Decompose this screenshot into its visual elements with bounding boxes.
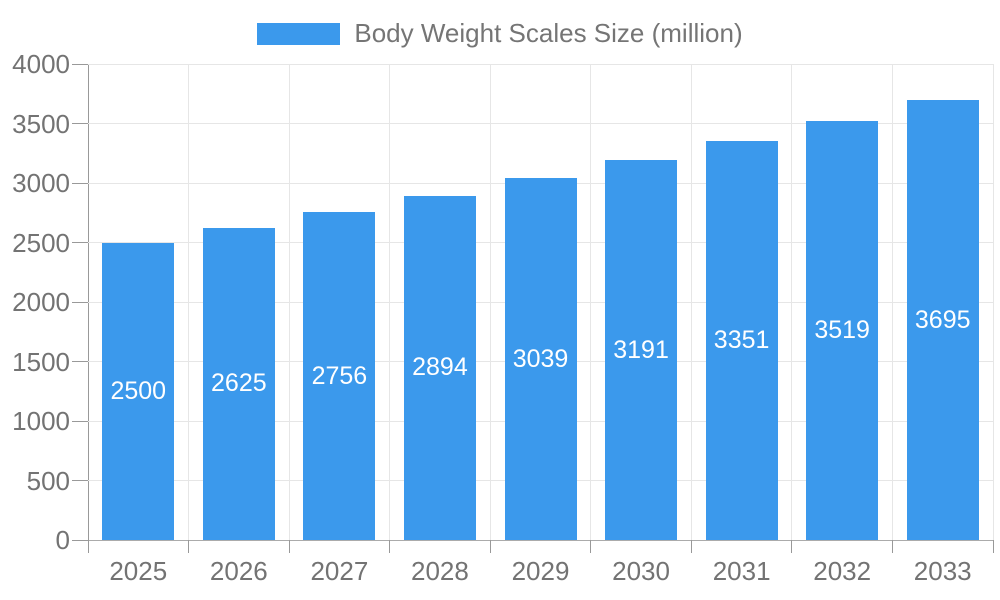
bar: 2625 xyxy=(202,227,275,540)
x-axis-tick xyxy=(288,540,290,553)
x-tick-label: 2033 xyxy=(913,556,972,586)
x-axis-tick xyxy=(891,540,893,553)
legend: Body Weight Scales Size (million) xyxy=(0,18,1000,49)
x-tick-label: 2031 xyxy=(712,556,771,586)
gridline-vertical xyxy=(992,64,994,540)
gridline-vertical xyxy=(288,64,290,540)
y-axis-tick xyxy=(72,480,88,481)
y-axis-tick xyxy=(72,539,88,541)
y-axis-tick xyxy=(72,301,88,303)
bar: 3519 xyxy=(806,121,879,540)
x-axis-tick xyxy=(992,540,994,553)
y-tick-label: 1000 xyxy=(12,406,70,436)
x-tick-label: 2029 xyxy=(511,556,570,586)
bar-value-label: 2756 xyxy=(311,361,368,390)
gridline-vertical xyxy=(389,64,391,540)
x-axis-tick xyxy=(590,540,592,553)
bar-value-label: 3191 xyxy=(613,335,669,364)
y-axis-tick xyxy=(72,361,88,362)
legend-label: Body Weight Scales Size (million) xyxy=(354,18,743,48)
bar: 3351 xyxy=(705,141,778,540)
x-tick-label: 2026 xyxy=(209,556,268,586)
bar: 2756 xyxy=(303,212,376,540)
bar: 3695 xyxy=(906,100,979,540)
bar-value-label: 2894 xyxy=(412,353,468,382)
x-tick-label: 2025 xyxy=(109,556,168,586)
bar-value-label: 3351 xyxy=(713,326,770,355)
gridline-vertical xyxy=(791,64,793,540)
gridline-vertical xyxy=(489,64,491,540)
bar-value-label: 3039 xyxy=(512,344,569,373)
x-axis-tick xyxy=(690,540,692,553)
x-axis-tick xyxy=(489,540,491,553)
legend-swatch xyxy=(257,22,341,45)
bar: 2894 xyxy=(403,195,476,540)
plot-area: 2500 2625 2756 2894 3039 3191 3351 3519 3695 xyxy=(88,63,994,540)
x-axis-tick xyxy=(791,540,793,553)
bar: 3191 xyxy=(605,160,678,540)
x-axis-line xyxy=(72,540,993,541)
y-tick-label: 3500 xyxy=(12,108,70,139)
gridline-horizontal xyxy=(88,123,993,124)
bar-value-label: 3519 xyxy=(814,316,870,345)
y-tick-label: 2500 xyxy=(12,227,70,258)
y-axis-tick xyxy=(72,242,88,243)
x-tick-label: 2032 xyxy=(813,556,872,586)
gridline-vertical xyxy=(891,64,893,540)
y-tick-label: 4000 xyxy=(12,49,70,79)
x-tick-label: 2027 xyxy=(310,556,369,586)
y-axis-tick xyxy=(72,123,88,124)
y-tick-label: 1500 xyxy=(12,346,70,377)
gridline-horizontal xyxy=(88,63,993,65)
bar-value-label: 3695 xyxy=(914,305,971,334)
x-axis-tick xyxy=(87,540,89,553)
gridline-vertical xyxy=(188,64,190,540)
gridline-vertical xyxy=(590,64,592,540)
y-tick-label: 3000 xyxy=(12,168,70,198)
y-tick-label: 500 xyxy=(26,465,70,496)
bar-value-label: 2500 xyxy=(110,376,167,405)
y-axis-tick xyxy=(72,182,88,184)
x-axis-tick xyxy=(188,540,190,553)
bar: 3039 xyxy=(504,178,577,540)
x-tick-label: 2028 xyxy=(411,556,469,586)
bar-value-label: 2625 xyxy=(211,369,267,398)
y-axis-tick xyxy=(72,420,88,422)
y-tick-label: 0 xyxy=(55,525,70,555)
x-axis-tick xyxy=(389,540,391,553)
y-axis-tick xyxy=(72,63,88,65)
bar: 2500 xyxy=(102,242,175,540)
y-tick-label: 2000 xyxy=(12,287,70,317)
gridline-vertical xyxy=(690,64,692,540)
x-tick-label: 2030 xyxy=(612,556,670,586)
